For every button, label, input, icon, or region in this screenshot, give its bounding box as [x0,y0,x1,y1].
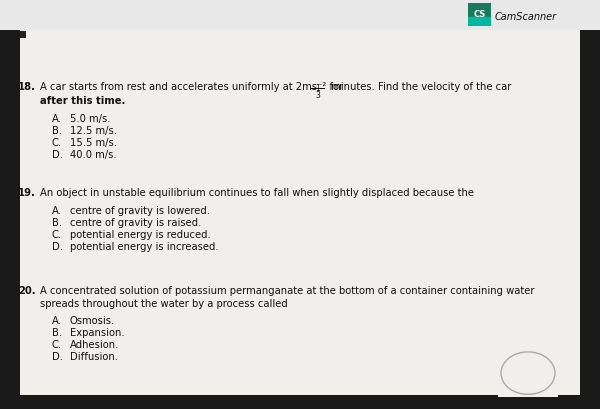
Text: Diffusion.: Diffusion. [70,351,118,361]
Text: A car starts from rest and accelerates uniformly at 2ms⁻² for: A car starts from rest and accelerates u… [40,82,343,92]
Text: An object in unstable equilibrium continues to fall when slightly displaced beca: An object in unstable equilibrium contin… [40,188,474,198]
Text: centre of gravity is raised.: centre of gravity is raised. [70,218,202,227]
Text: potential energy is increased.: potential energy is increased. [70,241,218,252]
Text: minutes. Find the velocity of the car: minutes. Find the velocity of the car [328,82,511,92]
Text: 3: 3 [316,91,320,100]
Text: 1: 1 [316,84,320,93]
Text: Adhesion.: Adhesion. [70,339,119,349]
Text: C.: C. [52,229,62,239]
Text: centre of gravity is lowered.: centre of gravity is lowered. [70,205,210,216]
Text: Osmosis.: Osmosis. [70,315,115,325]
Text: B.: B. [52,218,62,227]
Text: after this time.: after this time. [40,96,125,106]
Text: D.: D. [52,351,63,361]
Text: 19.: 19. [18,188,36,198]
Text: A.: A. [52,315,62,325]
Text: A.: A. [52,114,62,124]
Text: 15.5 m/s.: 15.5 m/s. [70,138,117,148]
Text: D.: D. [52,241,63,252]
Text: Expansion.: Expansion. [70,327,125,337]
Text: C.: C. [52,339,62,349]
Text: 12.5 m/s.: 12.5 m/s. [70,126,117,136]
Text: potential energy is reduced.: potential energy is reduced. [70,229,211,239]
Text: spreads throughout the water by a process called: spreads throughout the water by a proces… [40,298,288,308]
Text: CS: CS [473,10,485,19]
Text: C.: C. [52,138,62,148]
Bar [468,18,491,27]
Text: B.: B. [52,126,62,136]
Text: D.: D. [52,150,63,160]
Text: CamScanner: CamScanner [495,12,557,22]
Text: B.: B. [52,327,62,337]
Text: 20.: 20. [18,285,35,295]
Text: 18.: 18. [18,82,36,92]
Text: A.: A. [52,205,62,216]
Text: 5.0 m/s.: 5.0 m/s. [70,114,110,124]
Text: A concentrated solution of potassium permanganate at the bottom of a container c: A concentrated solution of potassium per… [40,285,535,295]
Text: 40.0 m/s.: 40.0 m/s. [70,150,116,160]
